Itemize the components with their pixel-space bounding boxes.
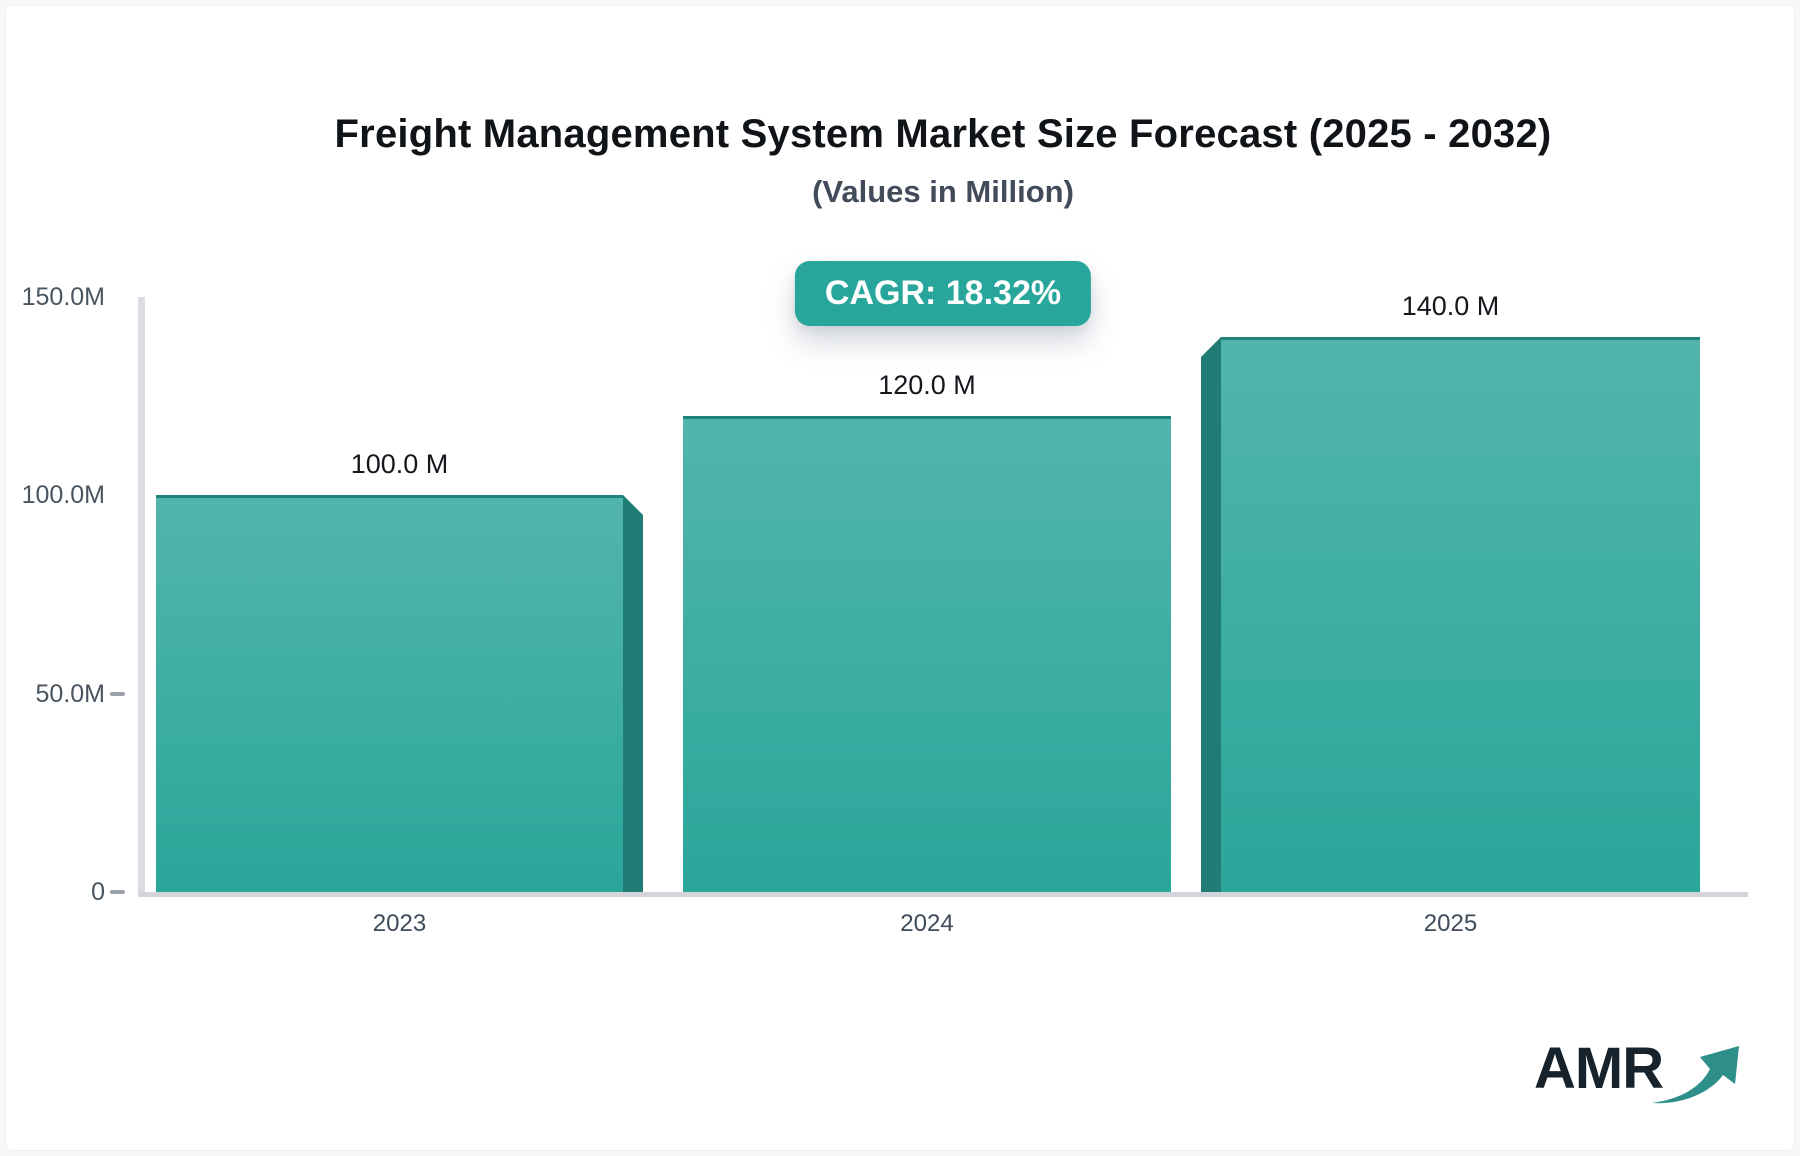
y-axis-line bbox=[138, 297, 145, 897]
bar-value-label-2025: 140.0 M bbox=[1401, 291, 1500, 321]
cagr-badge-label: CAGR: 18.32% bbox=[824, 274, 1062, 312]
y-axis-tick-0 bbox=[110, 890, 125, 894]
x-axis-label-2025: 2025 bbox=[1423, 910, 1478, 937]
amr-logo-text: AMR bbox=[1534, 1036, 1664, 1101]
cagr-badge: CAGR: 18.32% bbox=[794, 261, 1092, 326]
y-axis-label-0: 0 bbox=[91, 878, 105, 906]
bar-bevel-2025 bbox=[1201, 337, 1221, 892]
bar-value-label-2024: 120.0 M bbox=[878, 370, 976, 400]
x-axis-label-2023: 2023 bbox=[372, 910, 427, 937]
amr-logo: AMR bbox=[1534, 1040, 1741, 1106]
growth-arrow-icon bbox=[1652, 1046, 1740, 1104]
y-axis-tick-50 bbox=[110, 691, 125, 696]
x-axis-label-2024: 2024 bbox=[900, 910, 954, 937]
bar-bevel-2023 bbox=[623, 495, 643, 892]
chart-subtitle: (Values in Million) bbox=[812, 174, 1074, 209]
bar-value-label-2023: 100.0 M bbox=[350, 449, 449, 479]
chart-title: Freight Management System Market Size Fo… bbox=[334, 112, 1552, 156]
bar-2023 bbox=[156, 495, 623, 892]
chart-card: Freight Management System Market Size Fo… bbox=[6, 6, 1794, 1150]
y-axis-label-100: 100.0M bbox=[21, 481, 105, 510]
bar-2024 bbox=[683, 416, 1171, 892]
bar-2025 bbox=[1221, 337, 1700, 892]
x-axis-line bbox=[138, 892, 1748, 897]
y-axis-label-50: 50.0M bbox=[35, 679, 105, 708]
y-axis-label-150: 150.0M bbox=[21, 283, 105, 311]
